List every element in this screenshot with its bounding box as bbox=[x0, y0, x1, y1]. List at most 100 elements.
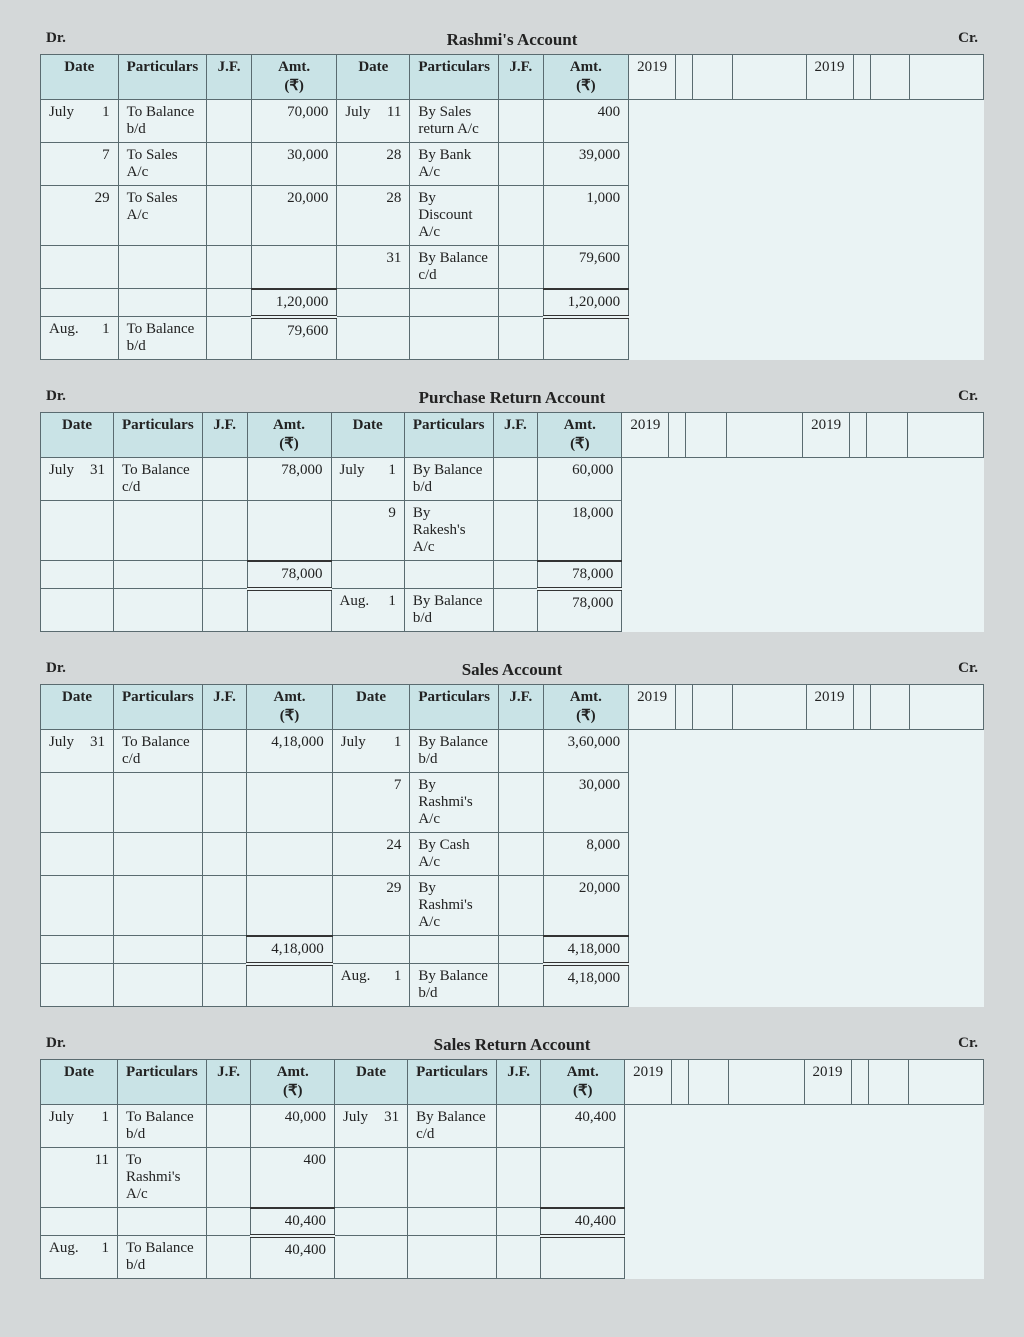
particulars-cell bbox=[114, 589, 203, 632]
year-cell: 2019 bbox=[804, 1060, 851, 1105]
jf-cell bbox=[202, 773, 247, 833]
jf-cell bbox=[499, 143, 544, 186]
date-day: 29 bbox=[378, 876, 410, 936]
amount-cell: 30,000 bbox=[251, 143, 336, 186]
col-amt: Amt.(₹) bbox=[543, 55, 628, 100]
col-jf: J.F. bbox=[202, 685, 247, 730]
particulars-cell: By Bank A/c bbox=[410, 143, 499, 186]
date-month bbox=[332, 773, 378, 833]
amount-cell bbox=[247, 589, 331, 632]
particulars-cell bbox=[410, 317, 499, 360]
date-day bbox=[82, 876, 114, 936]
total-row: 78,00078,000 bbox=[41, 561, 984, 589]
jf-cell bbox=[499, 186, 544, 246]
jf-cell bbox=[493, 501, 538, 561]
particulars-cell: By Sales return A/c bbox=[410, 100, 499, 143]
col-date: Date bbox=[337, 55, 410, 100]
particulars-cell: By Balance b/d bbox=[410, 730, 499, 773]
jf-cell bbox=[499, 773, 544, 833]
amount-cell bbox=[247, 773, 332, 833]
col-jf: J.F. bbox=[499, 685, 544, 730]
amount-cell: 40,400 bbox=[251, 1236, 335, 1279]
date-day: 11 bbox=[87, 1148, 118, 1208]
date-month bbox=[41, 833, 83, 876]
year-cell: 2019 bbox=[625, 1060, 672, 1105]
cr-label: Cr. bbox=[958, 1035, 978, 1057]
dr-label: Dr. bbox=[46, 30, 66, 52]
particulars-cell: By Balance b/d bbox=[404, 458, 493, 501]
particulars-cell: By Balance b/d bbox=[410, 964, 499, 1007]
col-date: Date bbox=[41, 685, 114, 730]
amount-cell: 3,60,000 bbox=[543, 730, 628, 773]
entry-row: July31To Balance c/d78,000July1By Balanc… bbox=[41, 458, 984, 501]
amount-cell: 1,000 bbox=[543, 186, 628, 246]
particulars-cell: To Balance b/d bbox=[118, 1236, 207, 1279]
date-day bbox=[82, 964, 114, 1007]
particulars-cell: To Rashmi's A/c bbox=[118, 1148, 207, 1208]
particulars-cell: By Balance c/d bbox=[408, 1105, 497, 1148]
amount-cell: 4,18,000 bbox=[543, 964, 628, 1007]
particulars-cell: To Balance b/d bbox=[118, 1105, 207, 1148]
date-day: 28 bbox=[378, 143, 410, 186]
date-month bbox=[41, 589, 83, 632]
particulars-cell bbox=[408, 1148, 497, 1208]
date-day: 31 bbox=[82, 458, 114, 501]
entry-row: 7By Rashmi's A/c30,000 bbox=[41, 773, 984, 833]
col-date: Date bbox=[331, 413, 404, 458]
date-day bbox=[376, 1236, 408, 1279]
col-jf: J.F. bbox=[207, 55, 252, 100]
jf-cell bbox=[202, 876, 247, 936]
date-day bbox=[82, 501, 114, 561]
jf-cell bbox=[499, 964, 544, 1007]
jf-cell bbox=[202, 964, 247, 1007]
entry-row: 24By Cash A/c8,000 bbox=[41, 833, 984, 876]
amount-cell: 18,000 bbox=[538, 501, 622, 561]
date-month bbox=[41, 876, 83, 936]
total-amount: 4,18,000 bbox=[543, 936, 628, 964]
date-month bbox=[41, 1148, 87, 1208]
total-amount: 1,20,000 bbox=[251, 289, 336, 317]
particulars-cell: By Rashmi's A/c bbox=[410, 876, 499, 936]
col-jf: J.F. bbox=[202, 413, 247, 458]
particulars-cell: To Sales A/c bbox=[118, 143, 207, 186]
col-particulars: Particulars bbox=[410, 685, 499, 730]
date-day bbox=[378, 317, 410, 360]
col-particulars: Particulars bbox=[408, 1060, 497, 1105]
date-day: 1 bbox=[87, 100, 119, 143]
account-block: Dr.Rashmi's AccountCr.DateParticularsJ.F… bbox=[40, 30, 984, 360]
amount-cell: 400 bbox=[251, 1148, 335, 1208]
account-title: Sales Return Account bbox=[434, 1035, 591, 1055]
date-month: July bbox=[332, 730, 378, 773]
entry-row: 29To Sales A/c20,00028By Discount A/c1,0… bbox=[41, 186, 984, 246]
col-particulars: Particulars bbox=[118, 55, 207, 100]
date-day: 1 bbox=[87, 317, 119, 360]
balance-bf-row: Aug.1By Balance b/d4,18,000 bbox=[41, 964, 984, 1007]
jf-cell bbox=[496, 1236, 541, 1279]
particulars-cell bbox=[114, 773, 203, 833]
ledger-table: DateParticularsJ.F.Amt.(₹)DateParticular… bbox=[40, 54, 984, 360]
jf-cell bbox=[207, 186, 252, 246]
amount-cell: 30,000 bbox=[543, 773, 628, 833]
amount-cell: 20,000 bbox=[543, 876, 628, 936]
entry-row: 31By Balance c/d79,600 bbox=[41, 246, 984, 289]
ledger-table: DateParticularsJ.F.Amt.(₹)DateParticular… bbox=[40, 1059, 984, 1279]
total-amount: 78,000 bbox=[538, 561, 622, 589]
jf-cell bbox=[207, 317, 252, 360]
amount-cell: 79,600 bbox=[251, 317, 336, 360]
particulars-cell bbox=[114, 833, 203, 876]
col-amt: Amt.(₹) bbox=[247, 413, 331, 458]
particulars-cell: By Discount A/c bbox=[410, 186, 499, 246]
dr-cr-row: Dr.Rashmi's AccountCr. bbox=[40, 30, 984, 54]
cr-label: Cr. bbox=[958, 30, 978, 52]
amount-cell: 78,000 bbox=[538, 589, 622, 632]
date-day: 31 bbox=[378, 246, 410, 289]
amount-cell: 60,000 bbox=[538, 458, 622, 501]
year-cell: 2019 bbox=[803, 413, 850, 458]
jf-cell bbox=[493, 458, 538, 501]
year-cell: 2019 bbox=[629, 55, 676, 100]
amount-cell bbox=[251, 246, 336, 289]
col-particulars: Particulars bbox=[410, 55, 499, 100]
date-month bbox=[332, 833, 378, 876]
date-month: Aug. bbox=[41, 317, 87, 360]
balance-bf-row: Aug.1To Balance b/d79,600 bbox=[41, 317, 984, 360]
